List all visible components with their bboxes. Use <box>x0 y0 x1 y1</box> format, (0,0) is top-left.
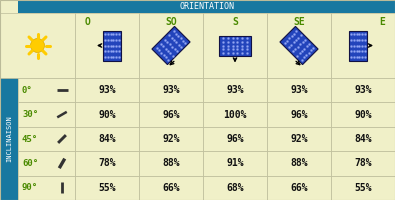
Bar <box>267 127 331 151</box>
Bar <box>203 127 267 151</box>
Bar <box>203 13 267 78</box>
Text: 93%: 93% <box>226 85 244 95</box>
Bar <box>331 151 395 176</box>
Bar <box>75 102 139 127</box>
Bar <box>75 151 139 176</box>
Bar <box>75 176 139 200</box>
Text: 90%: 90% <box>354 110 372 120</box>
Text: 0°: 0° <box>22 86 33 95</box>
Text: 91%: 91% <box>226 158 244 168</box>
Bar <box>18 78 75 102</box>
Bar <box>267 151 331 176</box>
Text: INCLINAISON: INCLINAISON <box>6 116 12 162</box>
Bar <box>331 102 395 127</box>
Bar <box>267 102 331 127</box>
Bar <box>139 127 203 151</box>
Bar <box>331 78 395 102</box>
Text: 88%: 88% <box>162 158 180 168</box>
Text: 93%: 93% <box>354 85 372 95</box>
Text: 55%: 55% <box>98 183 116 193</box>
Text: 78%: 78% <box>354 158 372 168</box>
Bar <box>0 13 75 78</box>
Bar <box>18 102 75 127</box>
Text: 45°: 45° <box>22 134 38 143</box>
Bar <box>139 78 203 102</box>
Text: 84%: 84% <box>354 134 372 144</box>
Bar <box>331 13 395 78</box>
Text: 84%: 84% <box>98 134 116 144</box>
Text: 92%: 92% <box>290 134 308 144</box>
Text: 68%: 68% <box>226 183 244 193</box>
Polygon shape <box>103 30 121 60</box>
Text: 93%: 93% <box>290 85 308 95</box>
Polygon shape <box>280 26 318 65</box>
Bar <box>331 176 395 200</box>
Text: O: O <box>85 17 90 27</box>
Bar <box>203 176 267 200</box>
Bar <box>18 0 395 13</box>
Polygon shape <box>152 26 190 65</box>
Text: 90°: 90° <box>22 183 38 192</box>
Text: 60°: 60° <box>22 159 38 168</box>
Text: 96%: 96% <box>290 110 308 120</box>
Text: 90%: 90% <box>98 110 116 120</box>
Bar <box>75 78 139 102</box>
Polygon shape <box>349 30 367 60</box>
Text: S: S <box>232 17 238 27</box>
Bar <box>139 151 203 176</box>
Bar <box>203 102 267 127</box>
Bar <box>18 176 75 200</box>
Bar <box>75 127 139 151</box>
Polygon shape <box>219 36 251 55</box>
Text: 92%: 92% <box>162 134 180 144</box>
Bar <box>139 176 203 200</box>
Bar <box>267 78 331 102</box>
Circle shape <box>30 38 45 52</box>
Text: 100%: 100% <box>223 110 247 120</box>
Bar <box>139 102 203 127</box>
Text: 55%: 55% <box>354 183 372 193</box>
Text: 88%: 88% <box>290 158 308 168</box>
Bar <box>0 78 18 200</box>
Text: 66%: 66% <box>290 183 308 193</box>
Text: 78%: 78% <box>98 158 116 168</box>
Text: 96%: 96% <box>226 134 244 144</box>
Text: 93%: 93% <box>162 85 180 95</box>
Bar <box>203 151 267 176</box>
Bar <box>267 13 331 78</box>
Text: E: E <box>380 17 386 27</box>
Bar <box>18 151 75 176</box>
Text: 93%: 93% <box>98 85 116 95</box>
Text: 66%: 66% <box>162 183 180 193</box>
Bar <box>203 78 267 102</box>
Text: 96%: 96% <box>162 110 180 120</box>
Bar <box>267 176 331 200</box>
Bar <box>75 13 139 78</box>
Bar <box>18 127 75 151</box>
Bar <box>331 127 395 151</box>
Bar <box>139 13 203 78</box>
Text: 30°: 30° <box>22 110 38 119</box>
Text: ORIENTATION: ORIENTATION <box>179 2 234 11</box>
Text: SE: SE <box>293 17 305 27</box>
Text: SO: SO <box>165 17 177 27</box>
